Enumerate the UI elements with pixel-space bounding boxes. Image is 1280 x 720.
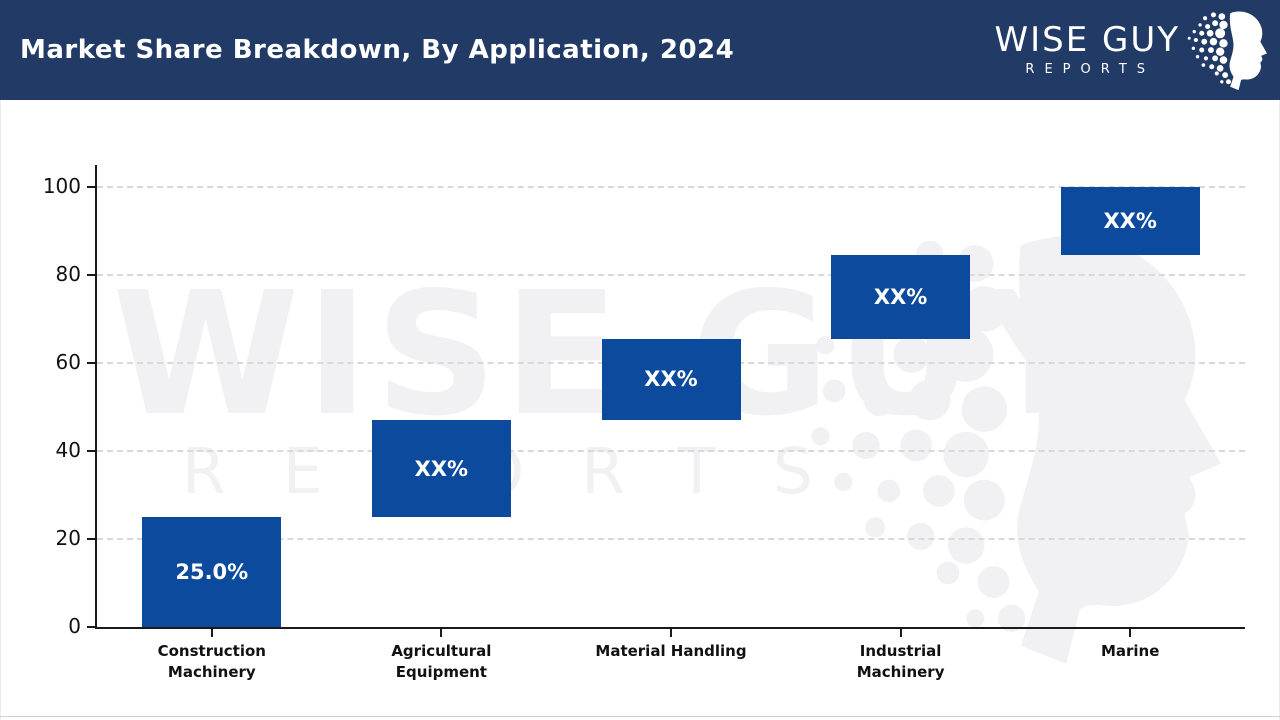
y-tick-label-100: 100 bbox=[42, 174, 81, 198]
brand-head-icon bbox=[1180, 8, 1272, 92]
x-tick-industrial-machinery bbox=[899, 629, 902, 637]
gridline-40 bbox=[97, 450, 1245, 452]
x-category-label-industrial-machinery: Industrial Machinery bbox=[856, 642, 945, 681]
bar-construction-machinery: 25.0% bbox=[142, 517, 282, 627]
y-tick-label-80: 80 bbox=[55, 262, 81, 286]
chart-area: WISE GUY REPORTS 02040608010025.0%Constr… bbox=[0, 100, 1280, 720]
x-tick-construction-machinery bbox=[210, 629, 213, 637]
brand-name: WISE GUY bbox=[994, 20, 1180, 61]
page-title: Market Share Breakdown, By Application, … bbox=[20, 35, 735, 65]
x-category-label-material-handling: Material Handling bbox=[595, 642, 747, 660]
brand-logo-text: WISE GUY REPORTS bbox=[994, 20, 1180, 77]
bar-agricultural-equipment: XX% bbox=[371, 420, 511, 517]
y-tick-60 bbox=[87, 362, 97, 364]
y-tick-label-60: 60 bbox=[55, 350, 81, 374]
x-tick-material-handling bbox=[670, 629, 672, 637]
x-category-label-agricultural-equipment: Agricultural Equipment bbox=[391, 642, 492, 681]
gridline-20 bbox=[97, 538, 1245, 540]
brand-tagline: REPORTS bbox=[1025, 61, 1156, 77]
brand-logo: WISE GUY REPORTS bbox=[994, 8, 1280, 92]
bar-value-label: XX% bbox=[873, 284, 928, 309]
y-tick-label-40: 40 bbox=[55, 438, 81, 462]
bar-value-label: XX% bbox=[414, 456, 469, 481]
x-tick-agricultural-equipment bbox=[440, 629, 443, 637]
bar-value-label: XX% bbox=[1103, 209, 1157, 234]
footer-divider bbox=[0, 716, 1280, 717]
gridline-100 bbox=[97, 186, 1245, 188]
bar-material-handling: XX% bbox=[601, 338, 741, 421]
x-category-label-marine: Marine bbox=[1100, 642, 1160, 660]
y-tick-0 bbox=[87, 626, 97, 628]
header: Market Share Breakdown, By Application, … bbox=[0, 0, 1280, 100]
watermark-head-icon bbox=[738, 218, 1258, 673]
x-tick-marine bbox=[1129, 629, 1132, 637]
y-tick-label-0: 0 bbox=[68, 614, 81, 638]
y-tick-label-20: 20 bbox=[55, 526, 81, 550]
y-axis-line bbox=[95, 165, 97, 629]
y-tick-100 bbox=[87, 186, 97, 188]
bar-marine: XX% bbox=[1060, 187, 1200, 256]
gridline-80 bbox=[97, 274, 1245, 276]
bar-value-label: 25.0% bbox=[175, 560, 249, 584]
y-tick-20 bbox=[87, 538, 97, 540]
y-tick-40 bbox=[87, 450, 97, 452]
y-tick-80 bbox=[87, 274, 97, 276]
x-category-label-construction-machinery: Construction Machinery bbox=[157, 642, 266, 681]
bar-value-label: XX% bbox=[644, 367, 698, 392]
bar-industrial-machinery: XX% bbox=[831, 255, 971, 339]
x-axis-line bbox=[95, 627, 1245, 629]
